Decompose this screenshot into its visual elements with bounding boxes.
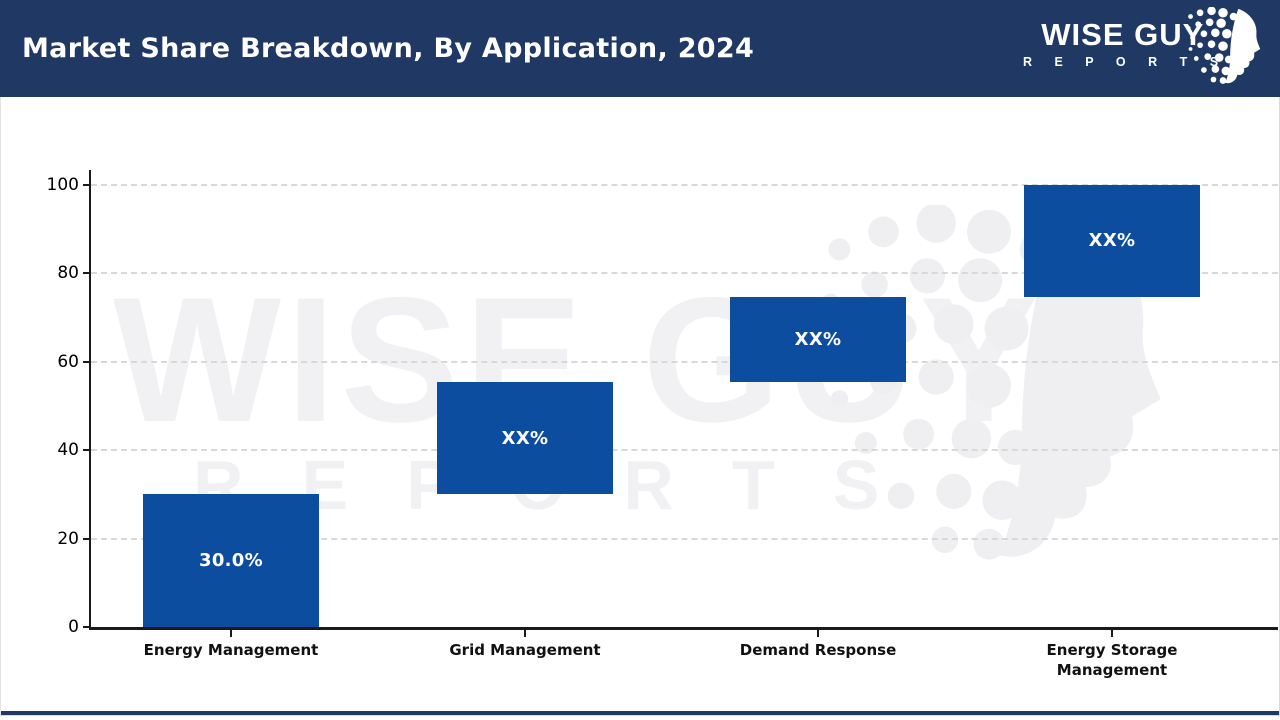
gridline <box>91 184 1278 186</box>
gridline <box>91 537 1278 540</box>
plot-area: 0 20 40 60 80 100 30.0% Energy Management XX% Gri… <box>1 97 1279 715</box>
logo-subtitle: R E P O R T S <box>1023 54 1228 69</box>
bar-value-label: 30.0% <box>199 550 263 572</box>
y-tick-label: 0 <box>68 617 79 637</box>
y-tick-mark <box>83 272 91 275</box>
brand-logo: WISE GUY R E P O R T S <box>1018 0 1261 97</box>
x-tick-mark <box>524 630 526 637</box>
gridline <box>91 272 1278 275</box>
x-tick-mark <box>230 630 232 637</box>
header-bar: Market Share Breakdown, By Application, … <box>0 0 1280 97</box>
y-axis-spine <box>89 170 91 629</box>
x-tick-mark <box>1111 630 1113 637</box>
bar-value-label: XX% <box>501 427 549 449</box>
bar: XX% <box>1024 185 1200 297</box>
gridline <box>91 449 1278 452</box>
y-tick-label: 80 <box>57 263 79 284</box>
y-tick-label: 60 <box>57 351 79 372</box>
logo-wordmark: WISE GUY <box>1041 17 1205 52</box>
y-tick-mark <box>83 360 91 363</box>
x-tick-mark <box>817 630 819 637</box>
x-category-label: Demand Response <box>739 641 897 659</box>
y-tick-mark <box>83 184 91 186</box>
x-category-label: Grid Management <box>449 641 601 659</box>
footer-bar <box>1 711 1279 715</box>
y-tick-label: 40 <box>57 440 79 461</box>
logo-text: WISE GUY R E P O R T S <box>1018 17 1228 69</box>
y-tick-label: 100 <box>46 175 79 195</box>
x-category-label: Energy Storage Management <box>1046 641 1178 679</box>
bar: XX% <box>437 382 613 495</box>
y-tick-label: 20 <box>57 528 79 549</box>
page-title: Market Share Breakdown, By Application, … <box>22 33 755 64</box>
y-tick-mark <box>83 626 91 628</box>
y-tick-mark <box>83 537 91 540</box>
logo-face-icon <box>1186 7 1261 84</box>
y-tick-mark <box>83 449 91 452</box>
bar-value-label: XX% <box>794 328 842 350</box>
x-category-label: Energy Management <box>143 641 319 659</box>
bar: 30.0% <box>143 494 319 627</box>
x-axis-spine <box>89 627 1278 630</box>
bar-value-label: XX% <box>1088 230 1136 252</box>
bar: XX% <box>730 296 906 383</box>
gridline <box>91 360 1278 363</box>
